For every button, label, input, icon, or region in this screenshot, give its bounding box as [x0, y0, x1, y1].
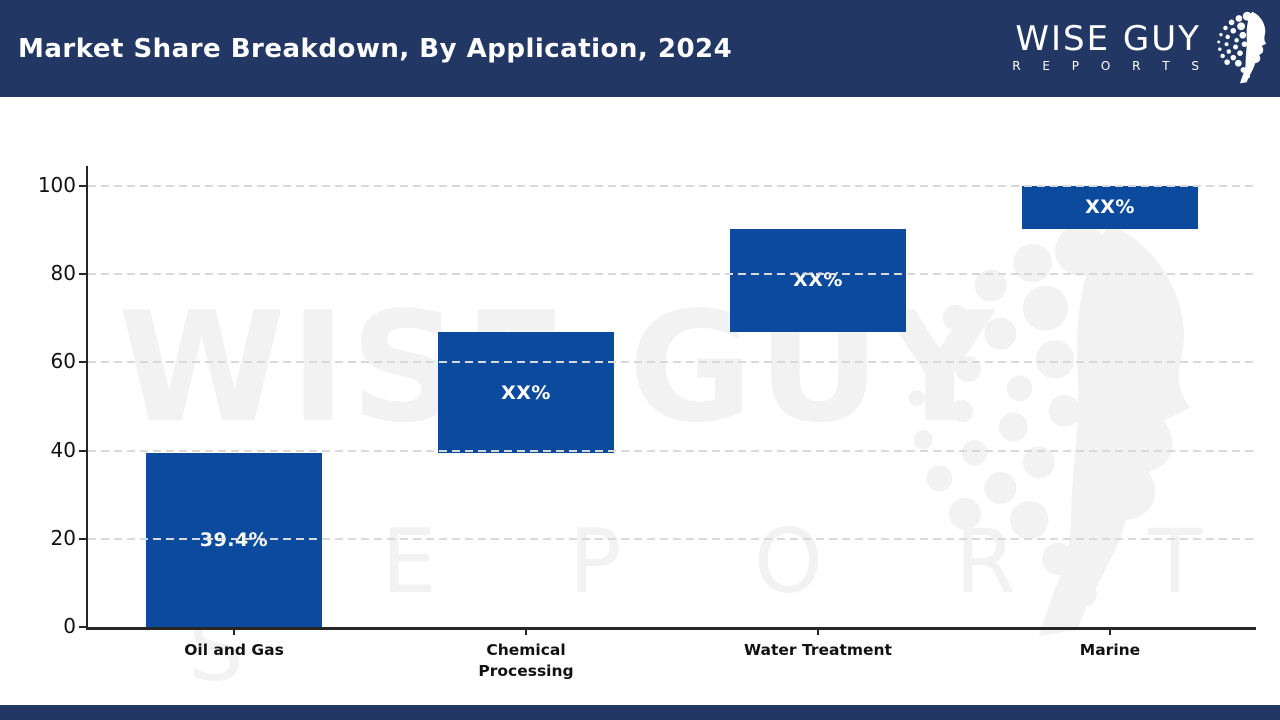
y-tick-label-20: 20: [50, 525, 76, 550]
y-tick-label-100: 100: [37, 173, 76, 197]
header-banner: Market Share Breakdown, By Application, …: [0, 0, 1280, 97]
bar-marine: XX%: [1022, 186, 1198, 229]
bar-value-label-marine: XX%: [1085, 196, 1135, 219]
x-tick-label-water-treatment: Water Treatment: [744, 641, 892, 659]
y-tick-40: [79, 449, 88, 452]
x-tick-water-treatment: [817, 629, 819, 635]
y-tick-60: [79, 361, 88, 364]
x-tick-label-marine: Marine: [1079, 641, 1141, 659]
y-tick-80: [79, 273, 88, 276]
y-tick-label-0: 0: [63, 614, 76, 638]
bar-value-label-chemical-processing: XX%: [501, 381, 551, 404]
y-tick-label-60: 60: [50, 349, 76, 374]
bar-chemical-processing: XX%: [438, 331, 614, 454]
y-tick-label-40: 40: [50, 437, 76, 462]
x-tick-label-oil-and-gas: Oil and Gas: [184, 641, 284, 659]
bar-oil-and-gas: 39.4%: [146, 453, 322, 627]
x-tick-chemical-processing: [525, 629, 527, 635]
y-tick-0: [79, 626, 88, 628]
gridline-100: [88, 185, 1256, 187]
x-tick-marine: [1109, 629, 1111, 635]
gridline-80: [88, 273, 1256, 276]
gridline-60: [88, 361, 1256, 364]
x-axis-spine: [86, 627, 1256, 630]
y-axis-spine: [86, 166, 88, 629]
footer-bar: [0, 705, 1280, 720]
gridline-40: [88, 449, 1256, 452]
bar-water-treatment: XX%: [730, 228, 906, 332]
y-tick-label-80: 80: [50, 261, 76, 286]
brand-subtitle: R E P O R T S: [1012, 58, 1208, 73]
chart-title: Market Share Breakdown, By Application, …: [18, 33, 733, 64]
gridline-20: [88, 537, 1256, 540]
brand-logo-text: WISE GUY R E P O R T S: [1008, 22, 1208, 73]
x-tick-label-chemical-processing: Chemical Processing: [478, 641, 574, 680]
y-tick-100: [79, 185, 88, 187]
brand-logo: WISE GUY R E P O R T S: [1008, 10, 1268, 84]
bar-value-label-oil-and-gas: 39.4%: [199, 529, 269, 552]
brand-dotted-head-icon: [1212, 10, 1268, 84]
x-tick-oil-and-gas: [233, 629, 235, 635]
brand-name: WISE GUY: [1015, 18, 1201, 59]
y-tick-20: [79, 537, 88, 540]
